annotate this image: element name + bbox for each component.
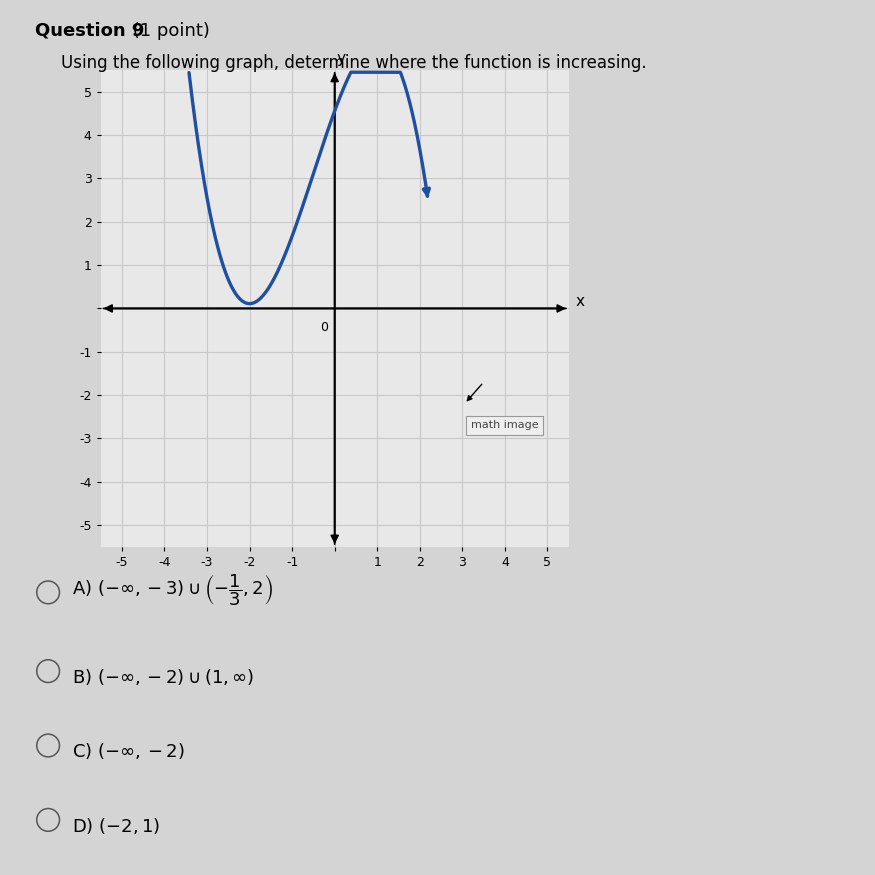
Text: B) $(-\infty, -2) \cup (1, \infty)$: B) $(-\infty, -2) \cup (1, \infty)$ — [72, 667, 254, 687]
Text: Using the following graph, determine where the function is increasing.: Using the following graph, determine whe… — [61, 54, 647, 73]
Text: x: x — [575, 294, 584, 310]
Text: Question 9: Question 9 — [35, 22, 144, 40]
Text: math image: math image — [471, 421, 538, 430]
Text: C) $(-\infty, -2)$: C) $(-\infty, -2)$ — [72, 741, 185, 761]
Text: y: y — [337, 51, 346, 66]
Text: (1 point): (1 point) — [127, 22, 210, 40]
Text: D) $(-2, 1)$: D) $(-2, 1)$ — [72, 816, 160, 836]
Text: A) $(-\infty, -3) \cup \left(-\dfrac{1}{3}, 2\right)$: A) $(-\infty, -3) \cup \left(-\dfrac{1}{… — [72, 572, 273, 608]
Text: 0: 0 — [320, 321, 328, 334]
